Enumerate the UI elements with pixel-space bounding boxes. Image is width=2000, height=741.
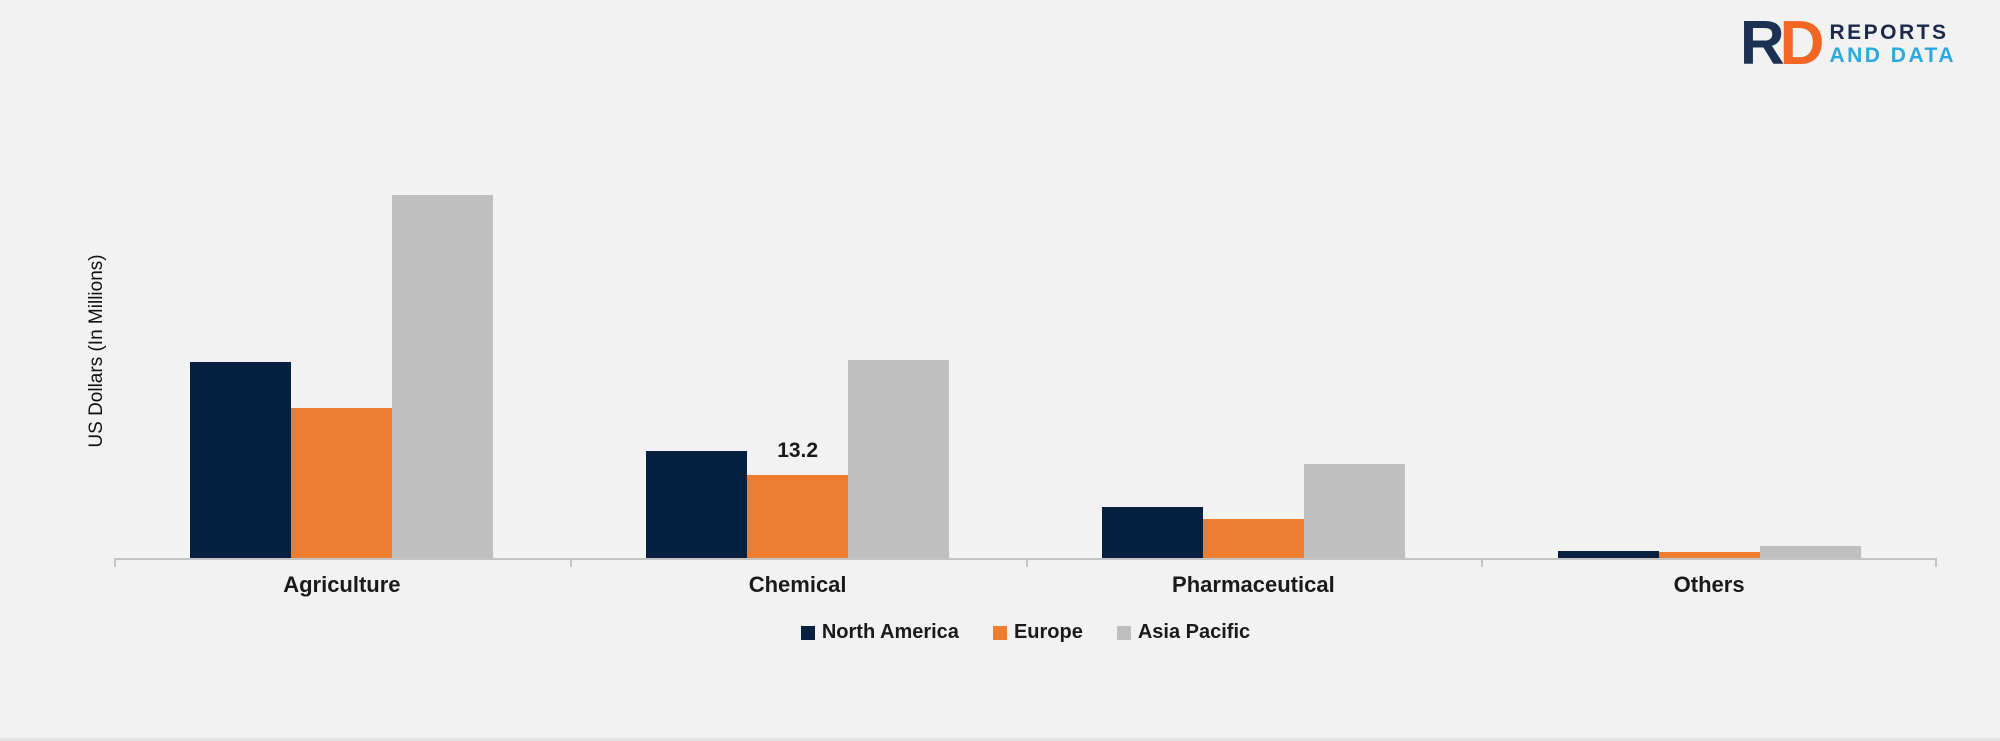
bottom-edge-divider (0, 738, 2000, 741)
bar-agriculture-north-america (190, 362, 292, 558)
legend-swatch-icon (992, 625, 1007, 640)
y-axis-title: US Dollars (In Millions) (86, 254, 107, 448)
data-label: 13.2 (777, 439, 819, 462)
x-axis-tick (1481, 558, 1484, 567)
legend-item-asia-pacific: Asia Pacific (1116, 621, 1251, 644)
bar-chemical-asia-pacific (848, 360, 950, 558)
bar-others-north-america (1557, 551, 1659, 558)
legend-label: Asia Pacific (1137, 621, 1251, 643)
legend-item-north-america: North America (800, 621, 959, 644)
x-axis-tick (569, 558, 572, 567)
legend-swatch-icon (800, 625, 815, 640)
plot-area: 13.2 (114, 140, 1937, 567)
bar-pharmaceutical-north-america (1101, 507, 1203, 558)
x-axis-tick (1025, 558, 1028, 567)
legend-swatch-icon (1116, 625, 1131, 640)
bar-pharmaceutical-asia-pacific (1303, 464, 1405, 558)
legend-label: North America (821, 621, 959, 643)
x-axis-tick (1935, 558, 1937, 567)
bar-chemical-north-america (646, 451, 748, 558)
bar-agriculture-asia-pacific (392, 195, 494, 558)
legend-item-europe: Europe (992, 621, 1083, 644)
x-axis-tick (114, 558, 116, 567)
category-label-agriculture: Agriculture (283, 572, 401, 597)
legend-label: Europe (1013, 621, 1083, 643)
category-label-others: Others (1673, 572, 1745, 597)
bar-chemical-europe (747, 475, 849, 558)
bar-others-europe (1658, 552, 1760, 558)
bar-others-asia-pacific (1759, 546, 1861, 558)
bar-pharmaceutical-europe (1202, 519, 1304, 558)
logo-mark-r: R (1739, 9, 1785, 78)
bar-agriculture-europe (291, 408, 393, 558)
logo-mark-d: D (1779, 9, 1825, 78)
category-label-pharmaceutical: Pharmaceutical (1172, 572, 1335, 597)
logo-rd-icon: R D (1739, 9, 1825, 78)
logo-line1: REPORTS (1829, 21, 1949, 44)
legend: North America Europe Asia Pacific (114, 621, 1937, 644)
logo-line2: AND DATA (1829, 44, 1956, 67)
logo-text: REPORTS AND DATA (1829, 21, 1956, 67)
category-label-chemical: Chemical (748, 572, 847, 597)
logo: R D REPORTS AND DATA (1739, 9, 1956, 78)
